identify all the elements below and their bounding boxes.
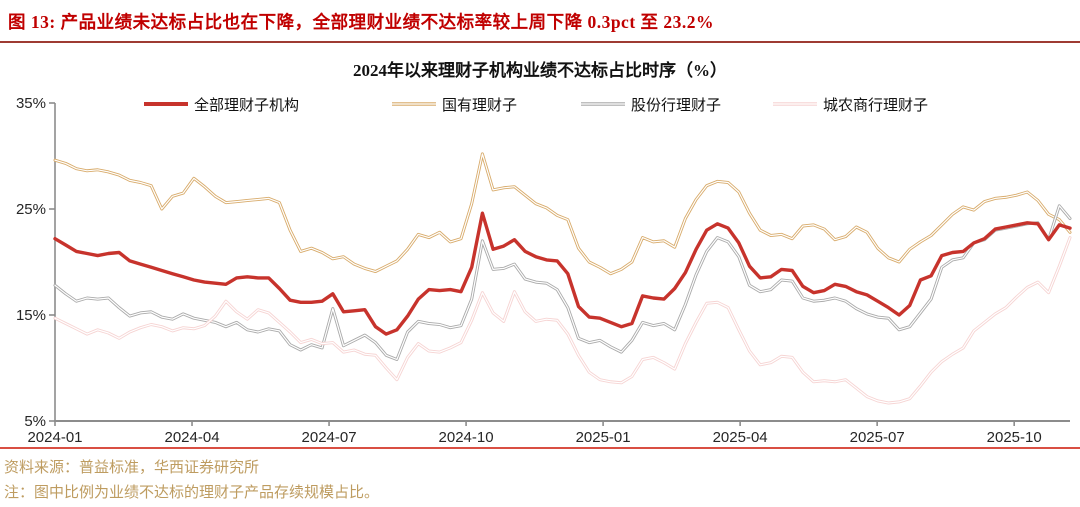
series-line-0	[53, 211, 1072, 336]
plot-area: 35% 25% 15% 5%2024-01 2024-04 2024-07 2024-10 2…	[16, 95, 1072, 446]
x-tick-label: 2025-07	[850, 429, 905, 446]
note-text: 注：图中比例为业绩不达标的理财子产品存续规模占比。	[4, 485, 380, 501]
x-tick-label: 2025-01	[576, 429, 631, 446]
series-line-core-1	[54, 153, 1071, 275]
y-tick-label: 25%	[16, 201, 46, 218]
legend-swatch-gray-line	[581, 102, 625, 106]
x-tick-label: 2024-07	[302, 429, 357, 446]
legend-item-all-wmc: 全部理财子机构	[143, 96, 300, 114]
legend-item-city-rural: 城农商行理财子	[772, 96, 929, 114]
x-tick-label: 2025-10	[987, 429, 1042, 446]
legend-swatch-pink-line	[773, 102, 817, 106]
x-tick-label: 2024-01	[27, 429, 82, 446]
series-line-core-2	[54, 205, 1071, 361]
legend-item-joint-stock: 股份行理财子	[580, 96, 722, 114]
y-tick-label: 35%	[16, 95, 46, 112]
figure-title: 图 13: 产品业绩未达标占比也在下降，全部理财业绩不达标率较上周下降 0.3p…	[8, 12, 715, 32]
y-tick-label: 15%	[16, 307, 46, 324]
series-line-1	[53, 152, 1072, 276]
series-line-core-3	[54, 237, 1071, 404]
x-tick-label: 2025-04	[713, 429, 768, 446]
footer-divider	[0, 447, 1080, 449]
x-tick-label: 2024-10	[439, 429, 494, 446]
x-tick-label: 2024-04	[164, 429, 219, 446]
chart-title: 2024年以来理财子机构业绩不达标占比时序（%）	[353, 61, 727, 80]
source-text: 资料来源：普益标准，华西证券研究所	[4, 460, 260, 476]
legend-label: 国有理财子	[442, 97, 518, 114]
legend-swatch-red-line	[144, 102, 188, 106]
y-tick-label: 5%	[24, 413, 46, 430]
legend-label: 股份行理财子	[631, 97, 722, 114]
legend-item-state-owned: 国有理财子	[391, 96, 518, 114]
legend-label: 城农商行理财子	[823, 97, 929, 114]
legend-label: 全部理财子机构	[194, 97, 300, 114]
title-divider	[0, 41, 1080, 43]
legend-swatch-gold-line	[392, 102, 436, 106]
